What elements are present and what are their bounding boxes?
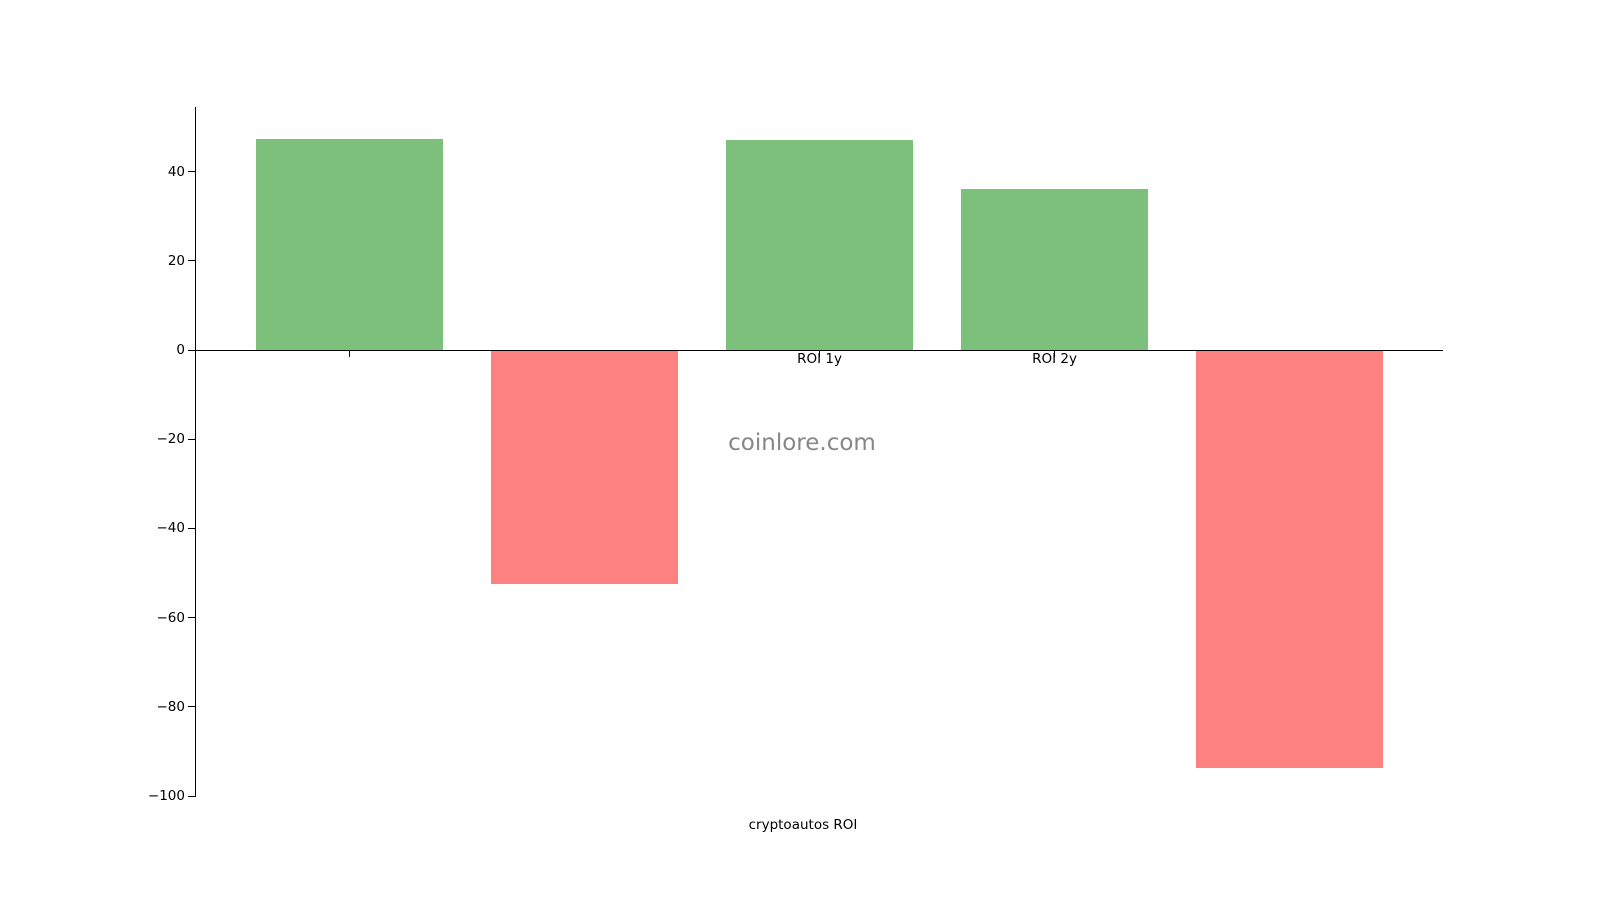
- x-axis-tick-label: ROI 1y: [797, 351, 842, 367]
- y-axis-tick-label: −40: [156, 520, 186, 537]
- y-axis-tick-label: 20: [167, 252, 185, 269]
- x-axis-tick-label: ROI 2y: [1032, 351, 1077, 367]
- bar-4: [960, 188, 1149, 350]
- x-axis-tick: [1054, 350, 1055, 357]
- y-axis-tick: [188, 706, 195, 708]
- y-axis-tick: [188, 438, 195, 440]
- watermark: coinlore.com: [728, 430, 876, 456]
- bar-2: [490, 350, 679, 585]
- x-axis-title: cryptoautos ROI: [748, 817, 858, 833]
- x-axis-tick: [819, 350, 820, 357]
- y-axis-tick: [188, 795, 195, 797]
- y-axis-tick: [188, 527, 195, 529]
- x-axis-tick: [349, 350, 350, 357]
- y-axis-tick-label: 0: [176, 342, 185, 358]
- bar-5: [1195, 350, 1384, 768]
- y-axis-tick-label: −100: [147, 788, 185, 804]
- x-axis-zero-line: [195, 350, 1443, 351]
- y-axis-tick-label: 40: [167, 163, 185, 180]
- y-axis-tick-label: −60: [156, 609, 186, 626]
- bar-3: [725, 139, 914, 350]
- y-axis-tick: [188, 260, 195, 262]
- y-axis-tick-label: −80: [156, 698, 186, 715]
- bar-1: [255, 139, 444, 350]
- y-axis-tick: [188, 171, 195, 173]
- y-axis-line: [195, 107, 196, 797]
- y-axis-tick-label: −20: [156, 431, 186, 448]
- y-axis-tick: [188, 617, 195, 619]
- y-axis-tick: [188, 349, 195, 351]
